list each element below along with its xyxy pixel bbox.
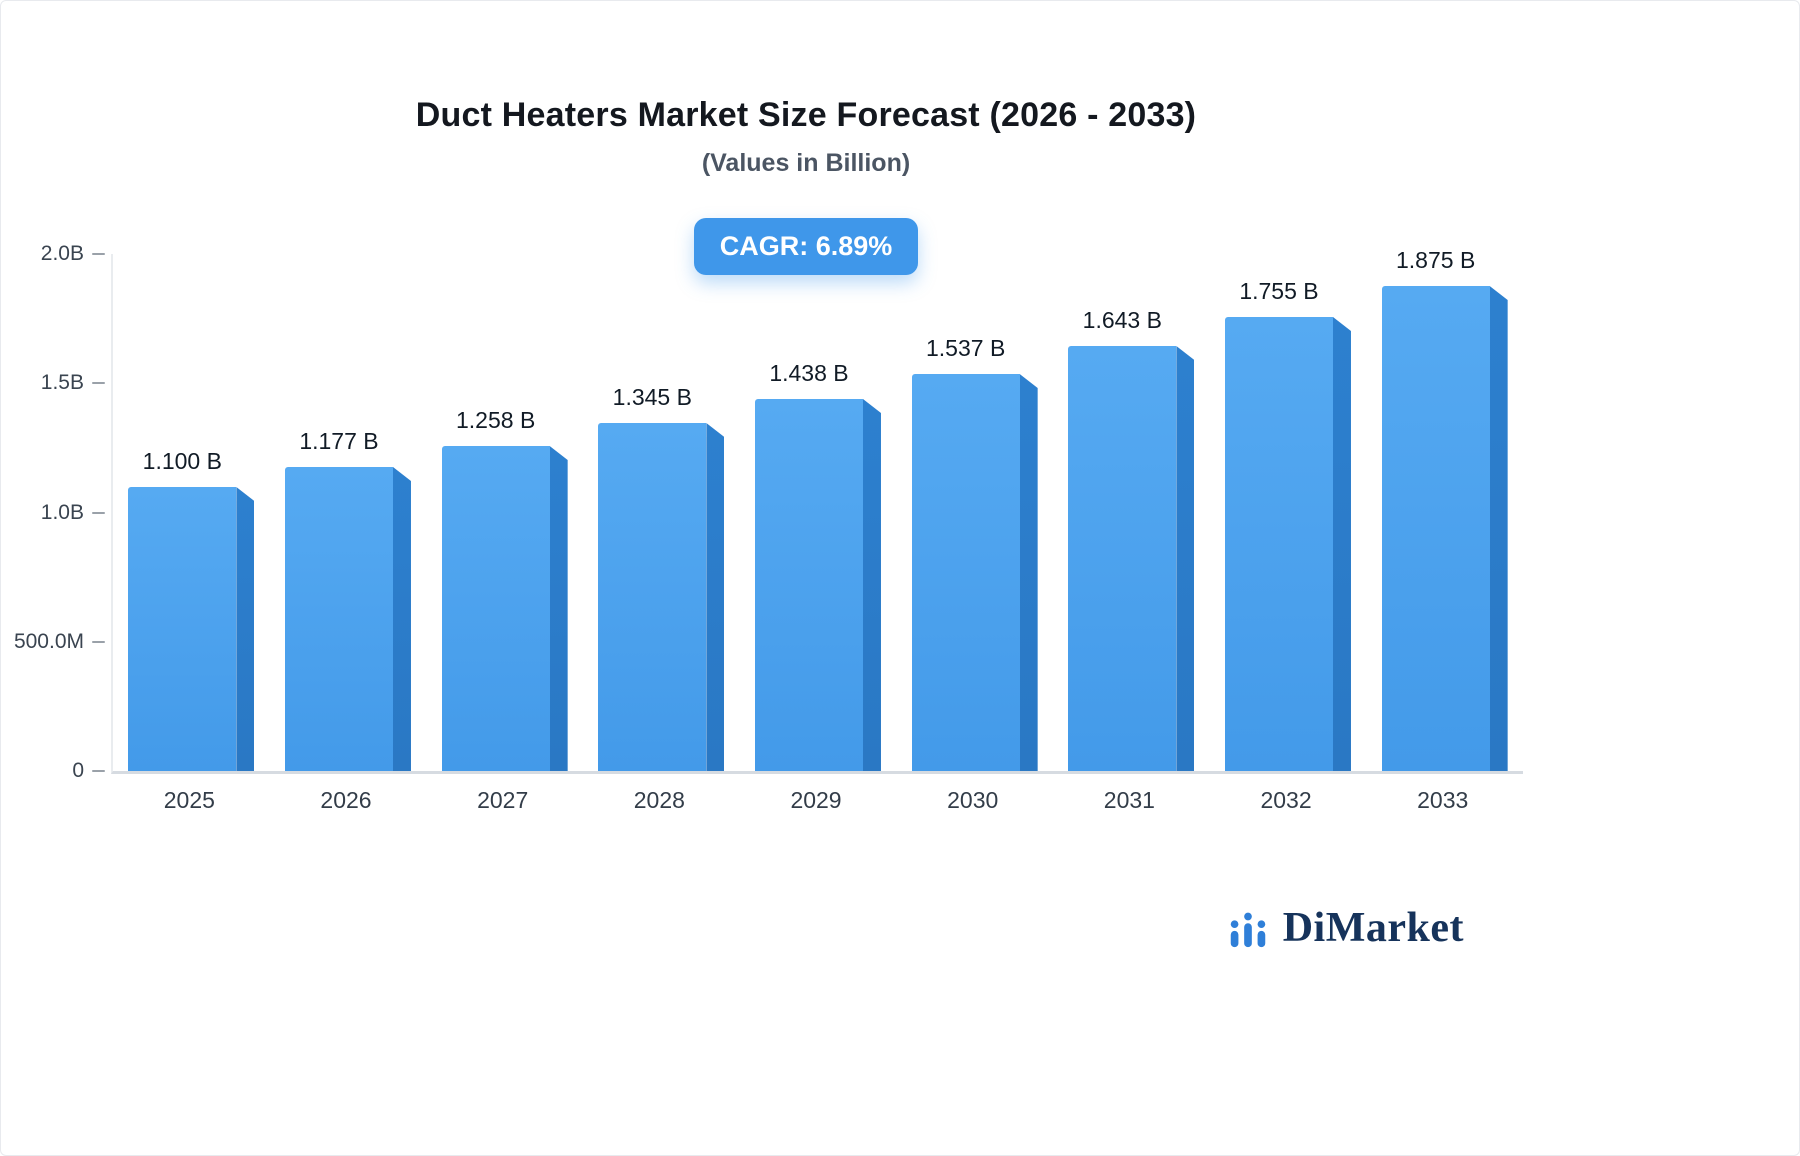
bar-2026: [284, 467, 411, 771]
brand-logo: DiMarket: [1225, 904, 1464, 952]
y-tick-label: 0: [72, 759, 84, 782]
x-label-2031: 2031: [1103, 787, 1155, 813]
bar-2030: [911, 374, 1038, 771]
x-label-2033: 2033: [1417, 787, 1469, 813]
bar-value-label: 1.177 B: [299, 428, 379, 454]
y-tick-500.0M: 500.0M: [14, 630, 105, 654]
bar-value-label-wrap: 1.537 B: [912, 335, 1020, 362]
chart-header: Duct Heaters Market Size Forecast (2026 …: [1, 1, 1611, 275]
y-tick-1.5B: 1.5B: [41, 371, 105, 395]
bar-2033: [1381, 286, 1508, 771]
bar-value-label: 1.537 B: [926, 335, 1006, 361]
dimarket-logo-icon: [1225, 905, 1271, 951]
x-label-2028: 2028: [633, 787, 685, 813]
y-tick-1.0B: 1.0B: [41, 501, 105, 525]
bar-side-shade: [1489, 286, 1508, 771]
bar-group-2033: 1.875 B: [1366, 247, 1523, 771]
bar-value-label-wrap: 1.177 B: [285, 428, 393, 455]
bar-side-shade: [236, 487, 255, 771]
bar-side-shade: [862, 399, 881, 771]
plot-area: 1.100 B 1.177 B 1.258 B 1.345 B 1.438 B 1.537…: [111, 247, 1523, 774]
bar-side-shade: [1176, 346, 1195, 771]
bar-face: [128, 487, 237, 771]
bar-value-label: 1.875 B: [1396, 247, 1476, 273]
bar-2032: [1224, 317, 1351, 771]
y-tick-mark: [92, 770, 105, 772]
bar-value-label: 1.438 B: [769, 360, 849, 386]
bar-2031: [1068, 346, 1195, 771]
bar-side-shade: [1019, 374, 1038, 771]
x-label-2026: 2026: [320, 787, 372, 813]
bar-face: [1381, 286, 1490, 771]
bar-group-2032: 1.755 B: [1210, 254, 1367, 771]
bar-group-2027: 1.258 B: [426, 254, 583, 771]
y-tick-mark: [92, 253, 105, 255]
bar-face: [1068, 346, 1177, 771]
bar-face: [441, 446, 550, 771]
bar-value-label: 1.100 B: [142, 448, 222, 474]
bar-group-2031: 1.643 B: [1053, 254, 1210, 771]
x-label-2030: 2030: [947, 787, 999, 813]
bar-group-2030: 1.537 B: [896, 254, 1053, 771]
bar-2027: [441, 446, 568, 771]
bar-face: [284, 467, 393, 771]
bar-side-shade: [706, 423, 725, 771]
bar-value-label: 1.345 B: [612, 384, 692, 410]
bar-value-label-wrap: 1.438 B: [755, 360, 863, 387]
chart-title: Duct Heaters Market Size Forecast (2026 …: [415, 96, 1197, 134]
bar-value-label-wrap: 1.100 B: [128, 448, 236, 475]
bar-face: [1224, 317, 1333, 771]
bar-value-label-wrap: 1.258 B: [442, 407, 550, 434]
y-axis: 2.0B 1.5B 1.0B 500.0M 0: [1, 242, 105, 782]
bar-side-shade: [1332, 317, 1351, 771]
y-tick-label: 500.0M: [13, 629, 84, 653]
bar-group-2025: 1.100 B: [113, 254, 270, 771]
bar-value-label-wrap: 1.875 B: [1382, 247, 1490, 274]
bar-group-2026: 1.177 B: [270, 254, 427, 771]
bar-value-label: 1.643 B: [1082, 307, 1162, 333]
x-label-2029: 2029: [790, 787, 842, 813]
bar-group-2028: 1.345 B: [583, 254, 740, 771]
bar-value-label: 1.755 B: [1239, 278, 1319, 304]
bar-side-shade: [549, 446, 568, 771]
y-tick-label: 1.5B: [40, 371, 84, 395]
y-tick-mark: [92, 382, 105, 385]
bar-value-label-wrap: 1.643 B: [1068, 307, 1176, 334]
bar-face: [754, 399, 863, 771]
cagr-badge: CAGR: 6.89%: [693, 218, 919, 275]
bar-2025: [128, 487, 255, 771]
y-tick-0: 0: [72, 759, 105, 783]
bar-value-label: 1.258 B: [456, 407, 536, 433]
bar-2029: [754, 399, 881, 771]
bar-2028: [598, 423, 725, 771]
x-label-2025: 2025: [163, 787, 215, 813]
x-label-2027: 2027: [477, 787, 529, 813]
y-tick-label: 1.0B: [40, 500, 84, 524]
bar-face: [598, 423, 707, 771]
bar-value-label-wrap: 1.345 B: [598, 384, 706, 411]
bar-value-label-wrap: 1.755 B: [1225, 278, 1333, 305]
chart-subtitle: (Values in Billion): [701, 149, 911, 177]
x-label-2032: 2032: [1260, 787, 1312, 813]
bar-face: [911, 374, 1020, 771]
bar-group-2029: 1.438 B: [740, 254, 897, 771]
bar-side-shade: [392, 467, 411, 771]
x-axis: 2025 2026 2027 2028 2029 2030 2031 2032 2033: [111, 787, 1521, 814]
y-tick-2.0B: 2.0B: [41, 242, 105, 266]
y-tick-mark: [92, 640, 105, 643]
y-tick-mark: [92, 511, 105, 514]
dimarket-logo-text: DiMarket: [1282, 905, 1464, 951]
y-tick-label: 2.0B: [40, 242, 84, 265]
